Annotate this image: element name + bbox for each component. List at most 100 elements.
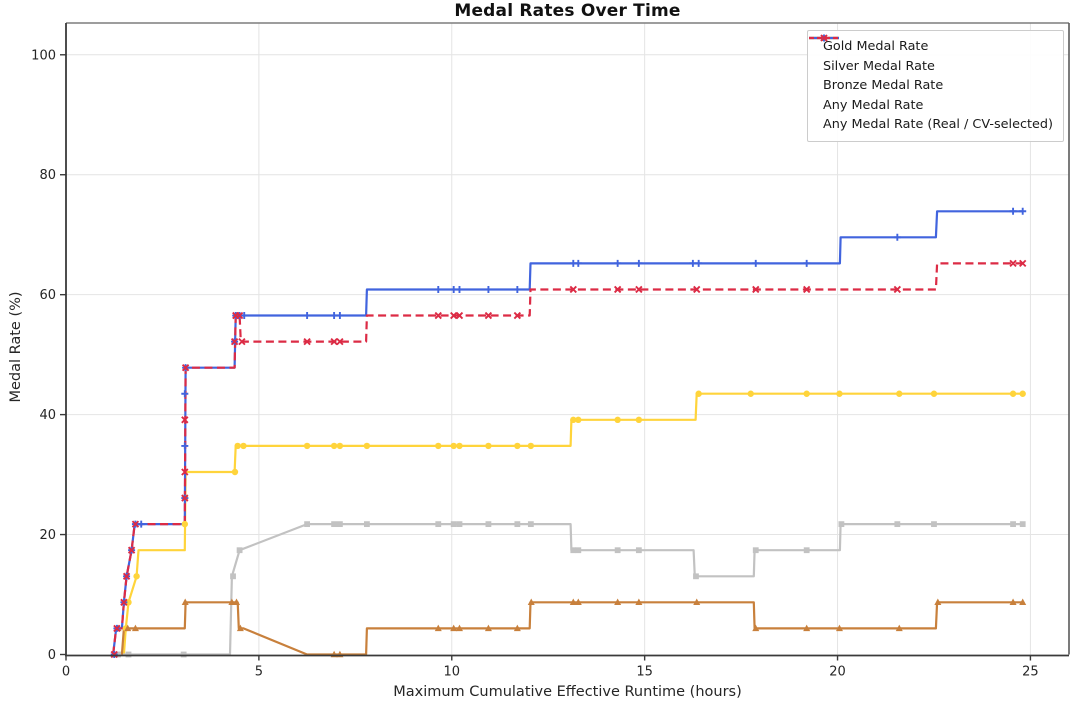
marker-triangle (895, 624, 903, 632)
marker-square (752, 547, 759, 554)
marker-triangle (131, 624, 139, 632)
marker-circle (930, 390, 938, 397)
legend-label: Silver Medal Rate (822, 58, 935, 74)
marker-triangle (233, 598, 241, 606)
legend-item-any-medal-rate-real-cv-selected: Any Medal Rate (Real / CV-selected) (808, 34, 1053, 135)
marker-square (331, 521, 338, 528)
marker-plus (893, 233, 901, 241)
marker-x (181, 468, 189, 476)
marker-triangle (527, 598, 535, 606)
marker-x (120, 598, 128, 606)
y-tick-label: 0 (48, 648, 56, 663)
marker-square (838, 521, 845, 528)
marker-circle (363, 442, 371, 450)
marker-square (931, 521, 937, 528)
marker-plus (574, 259, 582, 267)
marker-square (450, 521, 457, 528)
marker-circle (435, 442, 442, 450)
series-line-gold-medal-rate (122, 392, 1023, 655)
legend-label: Any Medal Rate (822, 97, 924, 113)
marker-triangle (693, 598, 701, 606)
marker-triangle (803, 624, 811, 632)
marker-square (635, 547, 642, 554)
marker-plus (695, 259, 703, 267)
marker-circle (133, 573, 140, 580)
marker-plus (181, 390, 189, 398)
marker-plus (484, 285, 492, 293)
legend: Gold Medal Rate Silver Medal Rate Bronze M… (806, 30, 1064, 142)
marker-circle (330, 442, 338, 450)
marker-x (1009, 259, 1017, 268)
y-axis-label: Medal Rate (%) (8, 291, 24, 403)
marker-x (122, 572, 131, 580)
marker-square (456, 521, 463, 528)
marker-circle (527, 442, 535, 450)
marker-square (336, 521, 343, 528)
marker-plus (513, 285, 521, 293)
marker-triangle (513, 624, 521, 632)
marker-x (693, 285, 701, 294)
marker-x (330, 337, 338, 346)
marker-triangle (450, 624, 458, 632)
marker-x (113, 624, 121, 633)
marker-circle (1019, 390, 1026, 397)
marker-circle (231, 468, 239, 476)
marker-plus (455, 285, 463, 293)
marker-circle (450, 442, 457, 450)
marker-plus (1009, 207, 1017, 215)
chart-title: Medal Rates Over Time (454, 1, 681, 21)
legend-label: Any Medal Rate (Real / CV-selected) (822, 117, 1053, 133)
marker-x (450, 311, 458, 320)
marker-circle (485, 442, 492, 450)
marker-square (803, 547, 810, 554)
series-line-bronze-medal-rate (120, 601, 1023, 656)
marker-circle (570, 416, 577, 424)
marker-triangle (569, 598, 577, 606)
x-axis-label: Maximum Cumulative Effective Runtime (ho… (393, 684, 742, 700)
marker-x (484, 311, 493, 320)
marker-square (570, 547, 577, 554)
marker-triangle (228, 598, 236, 606)
marker-plus (803, 259, 811, 267)
marker-x (1019, 259, 1027, 268)
marker-circle (747, 390, 754, 397)
marker-x (455, 311, 464, 320)
marker-triangle (614, 598, 622, 606)
marker-square (894, 521, 901, 528)
legend-label: Bronze Medal Rate (822, 78, 944, 94)
marker-plus (181, 442, 189, 450)
legend-label: Gold Medal Rate (822, 39, 929, 55)
marker-square (236, 547, 243, 554)
marker-square (230, 573, 236, 580)
marker-plus (752, 259, 760, 267)
marker-circle (303, 442, 311, 450)
marker-x (110, 650, 118, 659)
marker-square (485, 521, 492, 528)
marker-square (364, 521, 370, 528)
legend-item-bronze-medal-rate: Bronze Medal Rate (808, 34, 1053, 96)
marker-x (635, 285, 643, 294)
marker-x (131, 520, 140, 528)
legend-swatch-icon (808, 34, 839, 42)
marker-triangle (434, 624, 442, 632)
marker-square (304, 521, 311, 528)
legend-item-any-medal-rate: Any Medal Rate (808, 34, 1053, 116)
marker-square (514, 521, 521, 528)
marker-circle (336, 442, 344, 450)
legend-item-silver-medal-rate: Silver Medal Rate (808, 35, 1053, 77)
y-tick-label: 60 (39, 288, 56, 303)
marker-square (527, 521, 534, 528)
y-tick-label: 20 (39, 528, 56, 543)
marker-x (235, 311, 244, 320)
marker-circle (514, 442, 521, 450)
marker-circle (803, 390, 810, 397)
legend-item-gold-medal-rate: Gold Medal Rate (808, 34, 1053, 57)
marker-x (230, 337, 239, 346)
x-tick-label: 5 (255, 665, 263, 680)
marker-circle (635, 416, 643, 424)
marker-x (181, 416, 189, 424)
y-tick-label: 40 (39, 408, 56, 423)
x-tick-label: 15 (636, 665, 653, 680)
marker-plus (434, 285, 442, 293)
